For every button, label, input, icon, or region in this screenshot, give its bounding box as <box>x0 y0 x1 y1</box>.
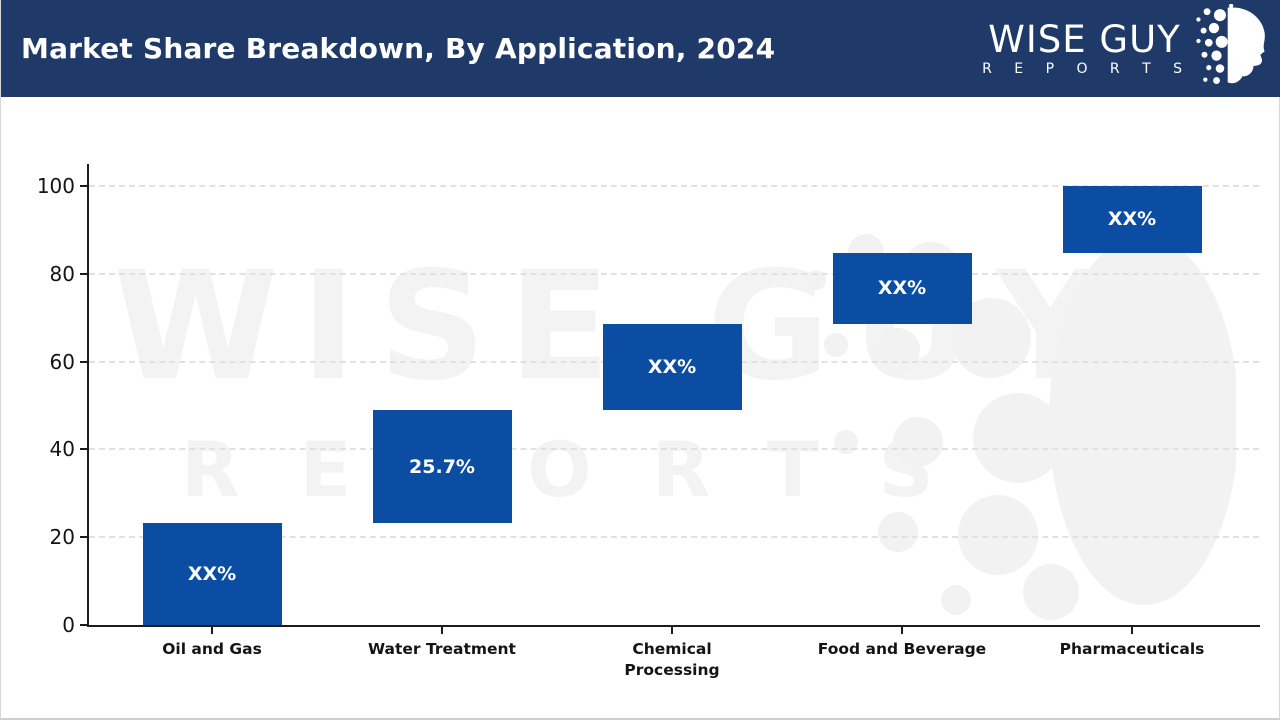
bar-segment-5: XX% <box>1062 186 1202 253</box>
y-tick-mark <box>80 536 87 539</box>
logo-wordmark: WISE GUY <box>988 17 1181 61</box>
bar-value-label: XX% <box>187 563 237 586</box>
x-tick-mark <box>441 627 443 634</box>
y-tick-mark <box>80 448 87 451</box>
y-tick-mark <box>80 624 87 626</box>
y-tick-label: 80 <box>49 261 75 286</box>
bar-segment-4: XX% <box>832 252 972 324</box>
bar-value-label: XX% <box>877 277 927 300</box>
y-tick-mark <box>80 272 87 275</box>
x-tick-mark <box>671 627 673 634</box>
x-tick-mark <box>211 627 213 634</box>
gridline <box>89 272 1259 275</box>
logo-subtitle: R E P O R T S <box>982 60 1191 77</box>
y-tick-mark <box>80 185 87 187</box>
bar-value-label: 25.7% <box>409 455 475 478</box>
x-category-label: Pharmaceuticals <box>1059 640 1205 658</box>
x-category-label: Oil and Gas <box>162 640 262 658</box>
x-tick-mark <box>901 627 903 634</box>
y-tick-label: 100 <box>36 174 75 198</box>
y-tick-label: 20 <box>49 525 75 550</box>
bar-segment-3: XX% <box>602 323 742 411</box>
watermark-subtitle: REPORTS <box>181 425 994 514</box>
y-tick-mark <box>80 360 87 363</box>
x-tick-mark <box>1131 627 1133 634</box>
bar-segment-2: 25.7% <box>372 410 512 524</box>
x-category-label: Chemical Processing <box>624 640 720 679</box>
x-category-label: Water Treatment <box>368 640 516 658</box>
x-category-label: Food and Beverage <box>817 640 987 658</box>
gridline <box>89 185 1259 187</box>
y-tick-label: 0 <box>62 613 75 637</box>
y-axis-line <box>87 164 89 627</box>
wiseguy-logo: WISE GUY R E P O R T S <box>978 3 1271 94</box>
wiseguy-face-icon <box>1193 3 1271 94</box>
x-axis-line <box>87 625 1260 627</box>
page-title: Market Share Breakdown, By Application, … <box>21 32 776 65</box>
logo-text: WISE GUY R E P O R T S <box>978 21 1191 77</box>
y-tick-label: 40 <box>49 437 75 462</box>
bar-value-label: XX% <box>1107 208 1157 231</box>
gridline <box>89 448 1259 451</box>
bar-value-label: XX% <box>647 356 697 379</box>
bar-segment-1: XX% <box>142 523 282 625</box>
gridline <box>89 536 1259 539</box>
header-bar: Market Share Breakdown, By Application, … <box>1 0 1280 97</box>
y-tick-label: 60 <box>49 349 75 374</box>
